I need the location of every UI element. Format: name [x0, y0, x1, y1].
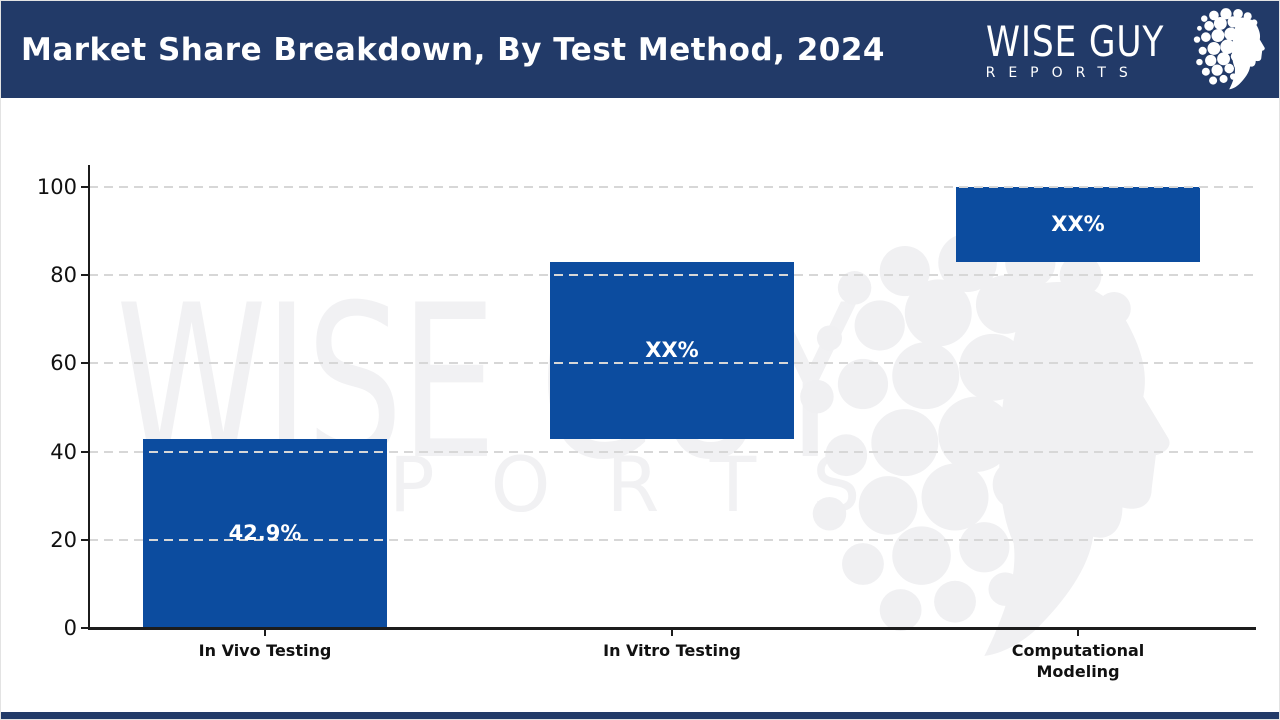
brand-head-logo-icon	[1193, 8, 1265, 90]
gridline-80	[89, 274, 1256, 277]
brand-reports-text: REPORTS	[985, 64, 1141, 81]
bar-value-label: 42.9%	[228, 521, 302, 546]
footer-bar	[1, 712, 1279, 719]
bar-value-label: XX%	[645, 338, 699, 363]
gridline-60	[89, 362, 1256, 365]
bar-segment	[143, 438, 387, 628]
x-axis-line	[88, 627, 1256, 630]
bar-value-label: XX%	[1051, 212, 1105, 237]
x-tick	[1077, 629, 1079, 636]
y-tick-0	[81, 627, 88, 629]
y-tick-100	[81, 186, 88, 188]
y-tick-20	[81, 538, 88, 541]
brand-text: WISE GUY REPORTS	[985, 16, 1203, 81]
gridline-20	[89, 538, 1256, 541]
category-label: Computational Modeling	[1011, 641, 1145, 681]
y-tick-80	[81, 274, 88, 277]
header-bar: Market Share Breakdown, By Test Method, …	[1, 1, 1279, 98]
brand-logo: WISE GUY REPORTS	[986, 6, 1267, 94]
y-tick-40	[81, 450, 88, 453]
x-tick	[671, 629, 673, 636]
bar-segment	[956, 187, 1200, 262]
bar-segment	[550, 261, 794, 439]
page-title: Market Share Breakdown, By Test Method, …	[21, 31, 885, 68]
gridline-40	[89, 450, 1256, 453]
gridline-100	[89, 186, 1256, 188]
x-tick	[264, 629, 266, 636]
y-tick-label-100: 100	[36, 175, 77, 199]
brand-wordmark: WISE GUY	[985, 16, 1164, 66]
y-tick-label-60: 60	[50, 351, 77, 376]
y-tick-label-80: 80	[50, 263, 77, 288]
y-tick-label-20: 20	[50, 527, 77, 552]
category-label: In Vitro Testing	[603, 641, 741, 660]
y-axis-line	[88, 165, 90, 628]
y-tick-label-40: 40	[50, 439, 77, 464]
y-tick-60	[81, 362, 88, 365]
plot-area: 0 20 40 60 80 100 42.9% In Vivo Testing XX% In Vi…	[1, 98, 1279, 714]
category-label: In Vivo Testing	[198, 641, 332, 660]
y-tick-label-0: 0	[63, 616, 77, 640]
